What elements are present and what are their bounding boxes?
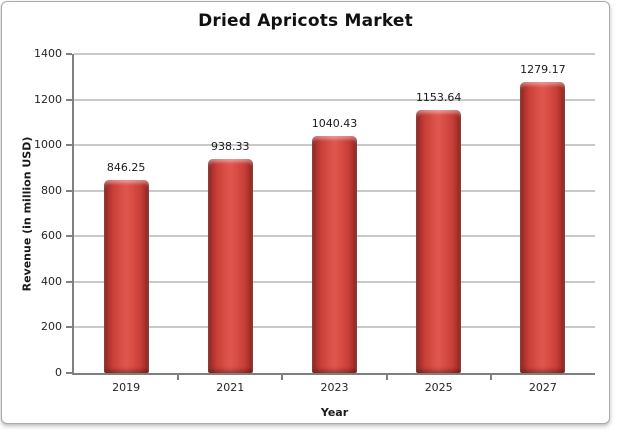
gridline <box>74 53 595 55</box>
x-tick-label: 2023 <box>320 381 349 394</box>
x-axis-line <box>72 373 595 375</box>
gridline <box>74 98 595 101</box>
x-tick-label: 2025 <box>424 381 453 394</box>
y-axis-line <box>72 54 74 375</box>
y-axis-tick <box>66 53 72 55</box>
chart-title: Dried Apricots Market <box>198 11 413 31</box>
bar-value-label: 938.33 <box>211 140 250 154</box>
bar-value-label: 1040.43 <box>311 116 358 130</box>
y-axis-tick <box>66 189 72 192</box>
y-axis-tick <box>66 280 72 283</box>
y-tick-label: 600 <box>41 229 62 243</box>
y-tick-label: 400 <box>41 274 62 288</box>
y-tick-label: 1400 <box>34 47 62 60</box>
y-tick-label: 0 <box>55 366 62 379</box>
bar-value-label: 1153.64 <box>415 91 462 105</box>
y-tick-label: 1000 <box>34 138 62 152</box>
x-axis-tick <box>177 375 180 380</box>
y-axis-tick <box>66 372 72 374</box>
x-tick-label: 2021 <box>216 381 245 394</box>
y-tick-label: 200 <box>41 320 62 334</box>
y-tick-label: 1200 <box>34 92 62 106</box>
x-tick-label: 2019 <box>112 381 141 394</box>
chart-figure: Dried Apricots Market Revenue (in millio… <box>1 1 610 424</box>
y-axis-tick <box>66 144 72 147</box>
bar <box>207 159 253 373</box>
x-axis-tick <box>385 375 388 380</box>
x-tick-label: 2027 <box>528 381 557 394</box>
y-axis-tick <box>66 98 72 101</box>
bar <box>520 81 566 373</box>
bar <box>103 180 149 373</box>
bar-value-label: 1279.17 <box>520 62 566 76</box>
y-axis-title: Revenue (in million USD) <box>20 136 34 291</box>
y-tick-label: 800 <box>41 183 62 197</box>
x-axis-tick <box>281 375 284 380</box>
y-axis-tick <box>66 326 72 329</box>
x-axis-title: Year <box>320 406 349 419</box>
bar <box>312 135 357 373</box>
y-axis-tick <box>66 235 72 238</box>
x-axis-tick <box>489 375 492 380</box>
bar <box>416 110 462 373</box>
bar-value-label: 846.25 <box>106 161 146 175</box>
plot-area: Revenue (in million USD) Year 0 200 400 600… <box>21 47 595 419</box>
